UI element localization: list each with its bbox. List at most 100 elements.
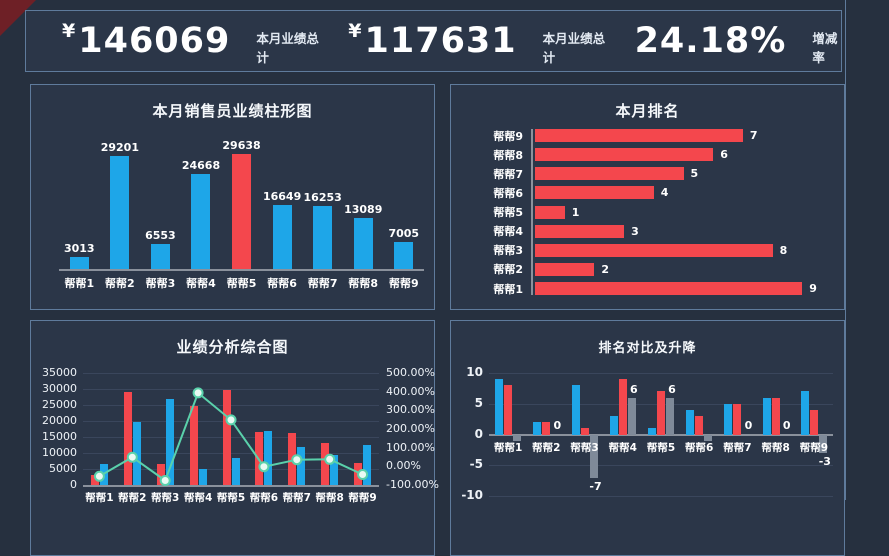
right-axis-tick-label: 300.00% [386, 403, 435, 417]
column-category-labels: 帮帮1 帮帮2 帮帮3 帮帮4 帮帮5 帮帮6 帮帮7 帮帮8 帮帮9 [59, 275, 424, 291]
right-axis-tick-label: 0.00% [386, 459, 421, 473]
combo-bar-previous [297, 446, 306, 485]
group-bar-previous-rank [656, 391, 665, 435]
left-axis-tick-label: 20000 [42, 414, 77, 427]
group-bar-wrap: 0 [762, 373, 790, 496]
combo-cell [116, 373, 149, 485]
group-bar-previous-rank [618, 379, 627, 435]
column-category-label: 帮帮5 [226, 277, 257, 290]
ranking-bar-track: 1 [533, 205, 830, 219]
column-category-label: 帮帮3 [145, 277, 176, 290]
group-bar-change [665, 397, 674, 435]
panel-monthly-sales-columns: 本月销售员业绩柱形图 3013 29201 6553 24668 29638 16649 1… [30, 84, 435, 310]
panel-analysis-combo: 业绩分析综合图 35000 30000 25000 20000 15000 10000 50… [30, 320, 439, 556]
stat-change-rate: 24.18% 增减率 [635, 16, 841, 66]
group-category-label: 帮帮7 [723, 441, 752, 454]
combo-bar-previous [363, 445, 372, 485]
group-bar-current-rank [495, 379, 504, 435]
ranking-bar [535, 205, 565, 219]
column-value-label: 13089 [344, 203, 383, 217]
ranking-value-label: 7 [749, 129, 758, 142]
change-value-label: -3 [818, 455, 831, 468]
group-chart-inner: 10 5 0 -5 -10 帮帮1 0 帮帮2 -7 帮帮3 6 帮帮4 6 帮帮5 帮帮6 0 帮帮7 0 帮帮8… [451, 321, 844, 555]
column-category-label: 帮帮7 [307, 277, 338, 290]
ranking-category-label: 帮帮2 [493, 263, 523, 277]
group-bar-current-rank [762, 397, 771, 435]
growth-line-marker [192, 387, 204, 399]
panel-monthly-ranking: 本月排名 帮帮9 7 帮帮8 6 帮帮7 5 帮帮6 4 帮帮5 1 帮帮4 3 帮帮3 8 帮帮2 2 帮帮1… [450, 84, 845, 310]
group-bar-wrap: 6 [647, 373, 676, 496]
group-bar-change [513, 434, 522, 441]
column-value-label: 16649 [262, 189, 302, 203]
column-cell: 3013 [59, 242, 100, 269]
ranking-value-label: 4 [660, 186, 669, 200]
chart-title-analysis: 业绩分析综合图 [176, 338, 289, 356]
ranking-hbar-chart: 帮帮9 7 帮帮8 6 帮帮7 5 帮帮6 4 帮帮5 1 帮帮4 3 帮帮3 8 帮帮2 2 帮帮1 9 [467, 129, 830, 296]
combo-category-label: 帮帮9 [348, 492, 377, 504]
summary-header: ¥ 146069 本月业绩总计 ¥ 117631 本月业绩总计 24.18% 增… [25, 10, 842, 72]
column-bar [353, 218, 373, 269]
group-y-tick-label: 5 [474, 395, 483, 410]
right-axis-tick-label: 200.00% [386, 422, 435, 435]
ranking-category-label: 帮帮8 [493, 148, 523, 162]
group-y-tick-label: -5 [469, 457, 483, 472]
group-bar-cells: 帮帮1 0 帮帮2 -7 帮帮3 6 帮帮4 6 帮帮5 帮帮6 0 帮帮7 0 帮帮8 -3 帮帮9 [489, 373, 833, 496]
combo-bar-current [156, 464, 165, 485]
group-category-label: 帮帮9 [799, 441, 829, 454]
change-value-label: 0 [782, 418, 791, 432]
combo-category-labels: 帮帮1 帮帮2 帮帮3 帮帮4 帮帮5 帮帮6 帮帮7 帮帮8 帮帮9 [83, 490, 379, 505]
combo-cell [182, 373, 215, 485]
column-bar [110, 156, 130, 269]
ranking-y-axis-line [531, 129, 533, 295]
column-category-label: 帮帮4 [186, 277, 216, 290]
chart-title-ranking: 本月排名 [615, 102, 680, 120]
ranking-value-label: 8 [779, 243, 788, 257]
column-bar [191, 173, 211, 269]
ranking-bar-track: 4 [533, 186, 830, 200]
ranking-category-label: 帮帮9 [493, 129, 523, 143]
right-axis-tick-label: 100.00% [386, 440, 435, 454]
ranking-value-label: 5 [690, 167, 699, 181]
stat-value-change-rate: 24.18% [634, 20, 787, 61]
group-bar-current-rank [724, 403, 733, 435]
group-bar-wrap [686, 373, 713, 496]
right-axis-tick-label: -100.00% [386, 478, 439, 491]
column-value-label: 24668 [181, 158, 221, 172]
group-bar-wrap: -3 [800, 373, 831, 496]
group-bar-wrap: 0 [724, 373, 752, 496]
grid-line [83, 485, 379, 487]
growth-line-marker [324, 453, 336, 465]
group-category-label: 帮帮2 [532, 441, 561, 454]
column-bar [394, 241, 414, 269]
grid-line [83, 405, 379, 406]
combo-bar-previous [231, 457, 240, 485]
combo-bar-previous [165, 398, 174, 485]
ranking-bar [535, 243, 773, 257]
column-cell: 6553 [140, 229, 181, 269]
column-category-label: 帮帮6 [267, 277, 297, 290]
performance-dashboard: { "theme": { "page_bg": "#26303f", "pane… [0, 0, 846, 556]
combo-bar-current [189, 406, 198, 485]
column-cell: 29638 [221, 139, 262, 269]
stat-value-last-month: 117631 [364, 20, 517, 61]
group-category-label: 帮帮5 [646, 441, 676, 454]
grid-line [489, 496, 833, 497]
column-cell: 16253 [302, 191, 343, 269]
growth-line [93, 387, 369, 486]
ranking-bar [535, 224, 625, 238]
group-cell: 6 帮帮5 [642, 373, 680, 496]
column-value-label: 29201 [100, 141, 139, 154]
group-category-label: 帮帮6 [685, 441, 714, 454]
ranking-bar [535, 186, 654, 200]
column-value-label: 3013 [63, 242, 95, 256]
ranking-category-label: 帮帮5 [493, 206, 523, 219]
group-bar-wrap: -7 [571, 373, 602, 496]
grid-line [83, 373, 379, 374]
ranking-bar-track: 2 [533, 262, 830, 276]
stat-label-change-rate: 增减率 [812, 31, 838, 65]
group-bar-current-rank [686, 409, 695, 435]
ranking-bar [535, 148, 714, 162]
sales-column-chart: 3013 29201 6553 24668 29638 16649 16253 13089 70… [59, 131, 424, 305]
combo-bar-current [321, 443, 330, 485]
ranking-bar-track: 7 [533, 129, 830, 142]
